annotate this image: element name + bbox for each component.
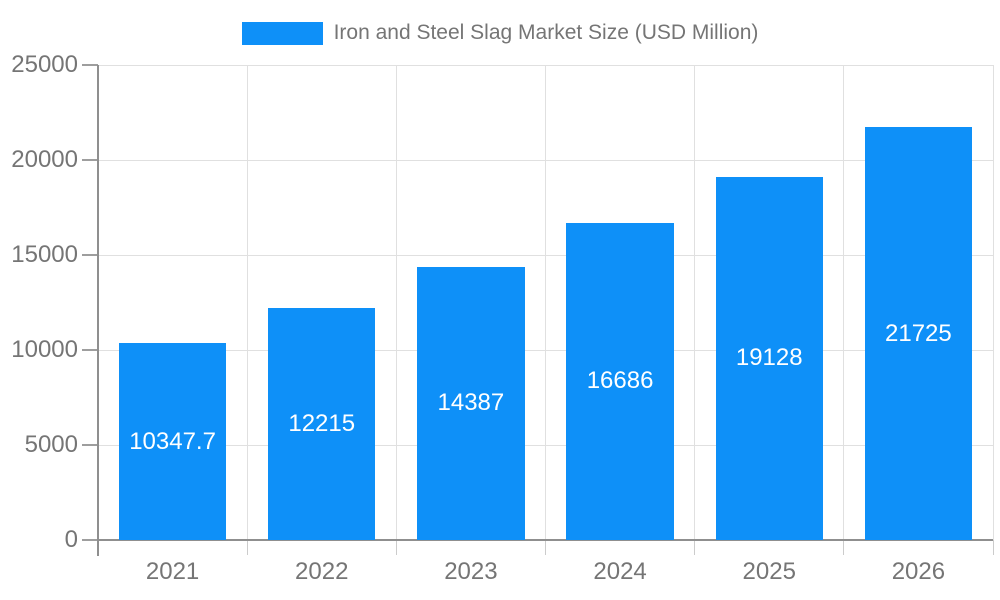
legend-swatch-icon — [241, 21, 323, 45]
bar-value-label: 14387 — [437, 389, 505, 417]
x-axis-line — [97, 539, 993, 541]
legend-label: Iron and Steel Slag Market Size (USD Mil… — [333, 21, 759, 44]
x-axis-tick — [992, 540, 994, 555]
x-gridline — [395, 65, 397, 540]
x-axis-label: 2022 — [295, 558, 349, 585]
x-axis-label: 2021 — [145, 558, 200, 585]
y-axis-label: 25000 — [11, 51, 78, 78]
bar-value-label: 12215 — [288, 409, 356, 437]
x-axis-tick — [395, 540, 397, 555]
y-axis-label: 15000 — [11, 241, 78, 268]
bar-value-label: 16686 — [586, 367, 654, 395]
x-axis-tick — [246, 540, 248, 555]
bar-value-label: 19128 — [735, 344, 803, 372]
bar[interactable] — [715, 176, 823, 540]
y-axis-label: 20000 — [11, 146, 78, 173]
y-axis-tick — [82, 159, 98, 161]
x-axis-label: 2026 — [891, 558, 946, 585]
x-axis-label: 2023 — [444, 558, 498, 585]
legend-item[interactable]: Iron and Steel Slag Market Size (USD Mil… — [0, 21, 1000, 45]
x-gridline — [246, 65, 248, 540]
x-axis-label: 2024 — [593, 558, 647, 585]
y-axis-tick — [82, 444, 98, 446]
bar-value-label: 10347.7 — [129, 427, 216, 455]
bar[interactable] — [566, 222, 674, 540]
bar-value-label: 21725 — [885, 319, 952, 347]
y-axis-label: 10000 — [11, 336, 78, 363]
y-axis-label: 0 — [64, 526, 78, 553]
y-axis-tick — [82, 64, 98, 66]
x-gridline — [843, 65, 845, 540]
x-axis-label: 2025 — [742, 558, 796, 585]
y-axis-line — [97, 65, 99, 556]
y-axis-tick — [82, 349, 98, 351]
x-gridline — [992, 65, 994, 540]
x-axis-tick — [694, 540, 696, 555]
x-gridline — [545, 65, 546, 540]
y-axis-label: 5000 — [24, 431, 78, 458]
y-axis-tick — [82, 539, 98, 541]
bar[interactable] — [864, 127, 973, 540]
bar[interactable] — [417, 266, 525, 540]
y-axis-tick — [82, 254, 98, 256]
bar[interactable] — [268, 307, 376, 540]
x-gridline — [694, 65, 696, 540]
x-axis-tick — [545, 540, 546, 555]
x-axis-tick — [843, 540, 845, 555]
bar[interactable] — [118, 343, 227, 540]
